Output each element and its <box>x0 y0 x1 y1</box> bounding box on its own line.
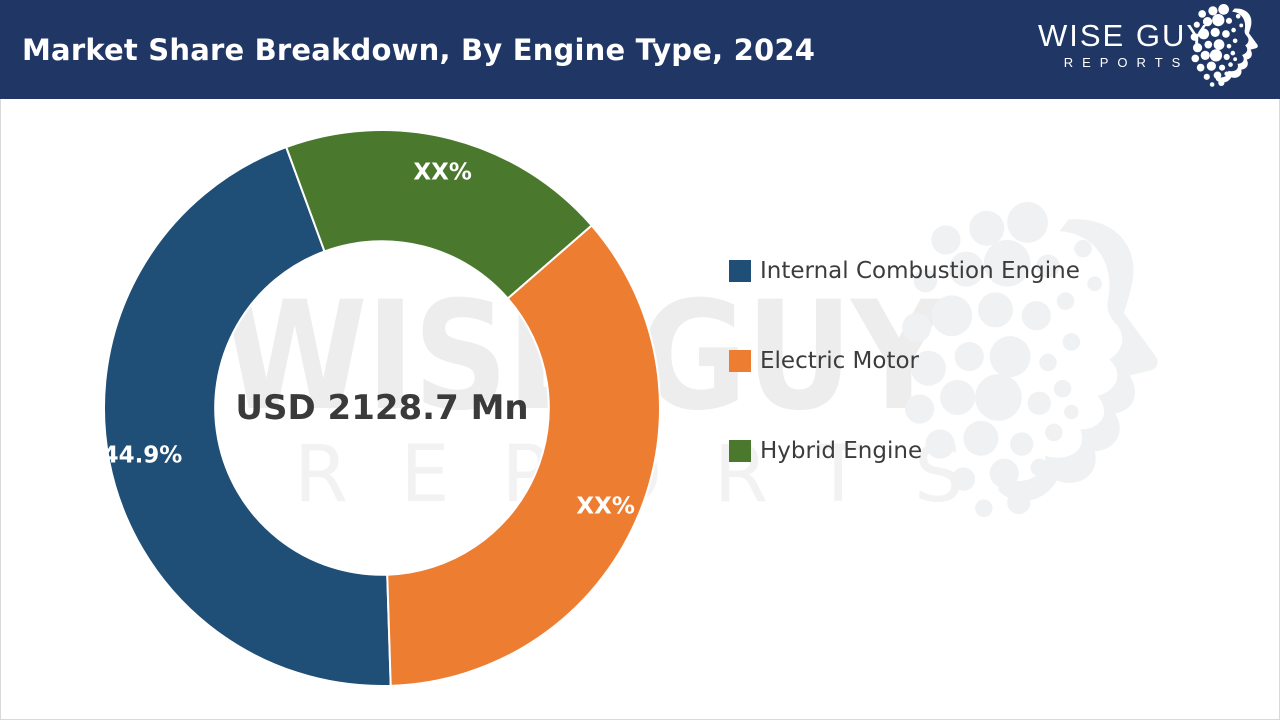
legend-item-hybrid-engine: Hybrid Engine <box>729 438 1080 464</box>
legend-item-label: Internal Combustion Engine <box>760 258 1080 284</box>
segment-value-label: 44.9% <box>103 443 183 469</box>
chart-center-value: USD 2128.7 Mn <box>235 388 529 428</box>
segment-value-label: XX% <box>413 160 472 186</box>
donut-segment-electric-motor <box>386 224 661 687</box>
logo-head-icon <box>1190 4 1258 87</box>
legend-item-label: Hybrid Engine <box>760 438 923 464</box>
wise-guy-reports-logo: WISE GUY REPORTS <box>1014 0 1264 99</box>
watermark-head-icon <box>902 202 1158 517</box>
donut-chart: 44.9% XX% XX% <box>103 129 661 687</box>
legend-swatch-icon <box>729 350 751 372</box>
header-bar: Market Share Breakdown, By Engine Type, … <box>0 0 1280 99</box>
legend-swatch-icon <box>729 440 751 462</box>
legend-item-internal-combustion-engine: Internal Combustion Engine <box>729 258 1080 284</box>
page-title: Market Share Breakdown, By Engine Type, … <box>22 32 816 67</box>
chart-legend: Internal Combustion Engine Electric Moto… <box>729 258 1080 464</box>
logo-subtitle: REPORTS <box>1063 54 1190 70</box>
logo-text: WISE GUY REPORTS <box>1038 18 1210 70</box>
legend-swatch-icon <box>729 260 751 282</box>
segment-value-label: XX% <box>576 494 635 520</box>
legend-item-electric-motor: Electric Motor <box>729 348 1080 374</box>
legend-item-label: Electric Motor <box>760 348 920 374</box>
logo-wordmark: WISE GUY <box>1038 18 1210 53</box>
donut-segment-internal-combustion-engine <box>103 146 392 687</box>
donut-segment-hybrid-engine <box>285 129 593 300</box>
